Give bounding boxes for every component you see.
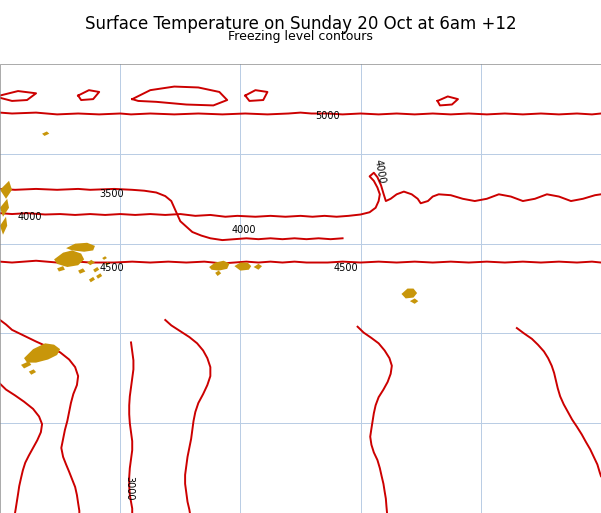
Text: 3500: 3500 [99,189,124,199]
Polygon shape [209,261,230,271]
Text: 3000: 3000 [124,476,134,501]
Polygon shape [254,264,262,270]
Polygon shape [24,343,60,363]
Polygon shape [29,369,36,374]
Text: 4000: 4000 [18,212,43,222]
Polygon shape [57,266,65,271]
Polygon shape [89,277,95,282]
Text: Surface Temperature on Sunday 20 Oct at 6am +12: Surface Temperature on Sunday 20 Oct at … [85,15,516,33]
Polygon shape [410,299,418,304]
Polygon shape [401,288,417,299]
Polygon shape [215,271,221,276]
Polygon shape [54,250,84,267]
Polygon shape [21,361,31,368]
Polygon shape [105,262,109,266]
Text: Freezing level contours: Freezing level contours [228,30,373,43]
Text: 4500: 4500 [334,263,358,273]
Text: 4000: 4000 [231,225,256,235]
Text: 4500: 4500 [99,263,124,273]
Polygon shape [0,181,12,199]
Polygon shape [78,268,85,274]
Polygon shape [87,260,95,265]
Polygon shape [96,273,102,279]
Polygon shape [0,217,7,235]
Text: 4000: 4000 [373,159,386,185]
Polygon shape [102,256,107,260]
Text: 5000: 5000 [316,111,340,121]
Polygon shape [66,243,95,252]
Polygon shape [42,131,49,136]
Polygon shape [0,199,9,217]
Polygon shape [93,267,99,272]
Polygon shape [234,263,251,271]
